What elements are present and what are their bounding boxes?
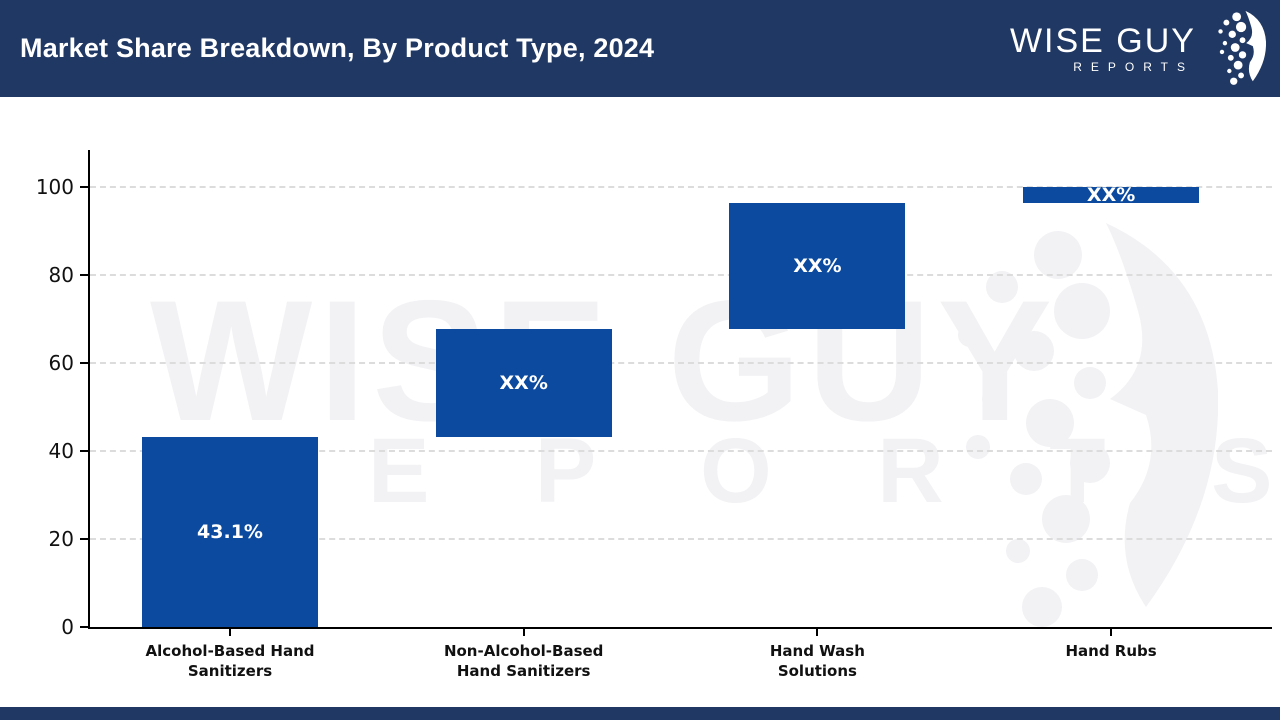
bar-value-label: XX% <box>793 254 842 277</box>
bar-segment: XX% <box>729 202 906 330</box>
y-tick-label-60: 60 <box>48 351 74 375</box>
y-tick-label-0: 0 <box>61 615 74 639</box>
x-axis-line <box>88 627 1272 629</box>
x-category-label: Hand Wash Solutions <box>769 642 865 680</box>
chart-area: WISE GUY R E P O R T S 0 20 40 60 80 100 43.1%… <box>0 97 1280 707</box>
y-tick-40 <box>80 450 88 452</box>
x-tick-0 <box>229 629 231 636</box>
y-tick-80 <box>80 274 88 276</box>
gridline-100 <box>90 186 1272 188</box>
logo-wordmark: WISE GUY REPORTS <box>1010 24 1196 74</box>
x-category-label: Alcohol-Based Hand Sanitizers <box>145 642 315 680</box>
gridline-40 <box>90 450 1272 452</box>
x-category-label: Hand Rubs <box>1065 642 1157 660</box>
gridline-60 <box>90 362 1272 364</box>
bar-segment: XX% <box>1023 187 1200 203</box>
watermark-face-icon <box>958 223 1218 627</box>
gridline-80 <box>90 274 1272 276</box>
footer-bar <box>0 707 1280 720</box>
bar-segment: XX% <box>435 329 612 438</box>
y-tick-20 <box>80 538 88 540</box>
bar-value-label: 43.1% <box>197 521 263 544</box>
logo-face-icon <box>1218 10 1266 85</box>
y-tick-label-20: 20 <box>48 527 74 551</box>
logo-wordmark-line1: WISE GUY <box>1009 21 1196 60</box>
bar-value-label: XX% <box>499 372 548 395</box>
brand-logo: WISE GUY REPORTS <box>1010 9 1266 89</box>
y-tick-0 <box>80 626 88 628</box>
x-tick-1 <box>522 629 525 636</box>
y-tick-60 <box>80 362 88 364</box>
gridline-20 <box>90 538 1272 540</box>
bar-value-label: XX% <box>1086 187 1136 203</box>
x-tick-2 <box>816 629 819 636</box>
y-tick-label-100: 100 <box>35 175 74 199</box>
x-category-label: Non-Alcohol-Based Hand Sanitizers <box>443 642 604 680</box>
y-tick-label-40: 40 <box>48 439 74 463</box>
bar-segment: 43.1% <box>142 437 318 627</box>
y-axis-line <box>88 150 90 629</box>
chart-title: Market Share Breakdown, By Product Type,… <box>20 33 655 63</box>
header-banner: Market Share Breakdown, By Product Type,… <box>0 0 1280 97</box>
y-tick-100 <box>80 186 88 188</box>
y-tick-label-80: 80 <box>48 263 74 287</box>
x-tick-3 <box>1110 629 1113 636</box>
logo-wordmark-line2: REPORTS <box>1073 59 1194 74</box>
